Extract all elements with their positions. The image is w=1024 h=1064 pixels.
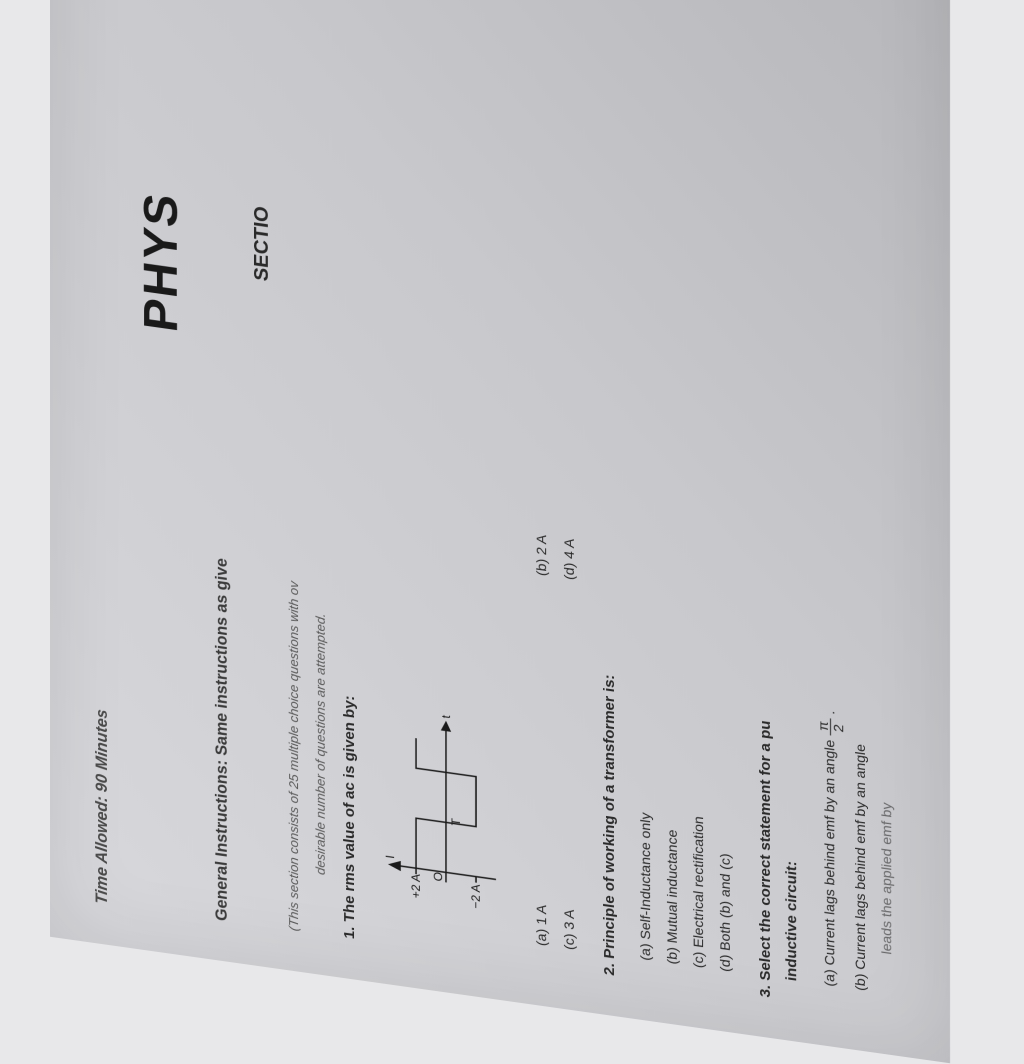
q3-text: Select the correct statement for a pu: [757, 719, 774, 981]
q3-a-pre: (a) Current lags behind emf by an angle: [821, 738, 837, 987]
q1-opt-c: (c) 3 A: [558, 618, 580, 951]
q1-opt-d: (d) 4 A: [558, 248, 580, 581]
graph-I: I: [383, 854, 397, 859]
q2-text: Principle of working of a transformer is…: [601, 673, 618, 960]
graph-ybot: −2 A: [469, 882, 483, 909]
question-1: 1. The rms value of ac is given by:: [338, 217, 362, 940]
q3-number: 3.: [757, 984, 774, 999]
question-3: 3. Select the correct statement for a pu: [754, 276, 778, 999]
q3-stem2: inductive circuit:: [780, 279, 804, 982]
q1-number: 1.: [341, 925, 358, 940]
gi-tail: Same instructions as give: [214, 557, 231, 757]
q2-options: (a) Self-Inductance only (b) Mutual indu…: [634, 259, 736, 973]
graph-ytop: +2 A: [409, 872, 423, 899]
section-note-1: (This section consists of 25 multiple ch…: [284, 210, 305, 933]
q2-opt-c: (c) Electrical rectification: [687, 266, 709, 969]
q1-graph: +2 A −2 A O T t I: [376, 223, 516, 933]
q2-opt-a: (a) Self-Inductance only: [634, 259, 656, 962]
q2-number: 2.: [601, 962, 618, 977]
graph-T: T: [449, 817, 463, 827]
q2-opt-d: (d) Both (b) and (c): [714, 270, 736, 973]
general-instructions: General Instructions: Same instructions …: [210, 199, 236, 923]
q3-options: (a) Current lags behind emf by an angle …: [816, 284, 898, 995]
graph-origin: O: [431, 871, 445, 882]
q3-opt-a: (a) Current lags behind emf by an angle …: [816, 284, 845, 988]
subject-header: PHYS: [124, 187, 201, 918]
section-note-2: desirable number of questions are attemp…: [311, 213, 332, 936]
graph-t: t: [439, 713, 453, 719]
q1-opt-b: (b) 2 A: [530, 244, 552, 577]
q2-opt-b: (b) Mutual inductance: [661, 263, 683, 966]
question-2: 2. Principle of working of a transformer…: [598, 254, 622, 977]
q1-text: The rms value of ac is given by:: [341, 694, 358, 923]
q1-opt-a: (a) 1 A: [530, 614, 552, 947]
paper-page: Time Allowed: 90 Minutes PHYS General In…: [50, 0, 950, 1063]
section-label: SECTIO: [246, 204, 278, 928]
page-content: Time Allowed: 90 Minutes PHYS General In…: [50, 137, 956, 1064]
gi-label: General Instructions:: [214, 759, 231, 922]
q1-options: (a) 1 A (b) 2 A (c) 3 A (d) 4 A: [530, 244, 581, 951]
frac-den: 2: [831, 718, 845, 738]
q3-tail: leads the applied emf by: [875, 293, 897, 996]
q3-a-post: .: [821, 709, 837, 715]
q3-opt-b: (b) Current lags behind emf by an angle: [849, 289, 871, 992]
frac-num: π: [816, 716, 831, 736]
time-allowed: Time Allowed: 90 Minutes: [90, 182, 116, 906]
pi-over-2: π 2: [816, 716, 845, 738]
